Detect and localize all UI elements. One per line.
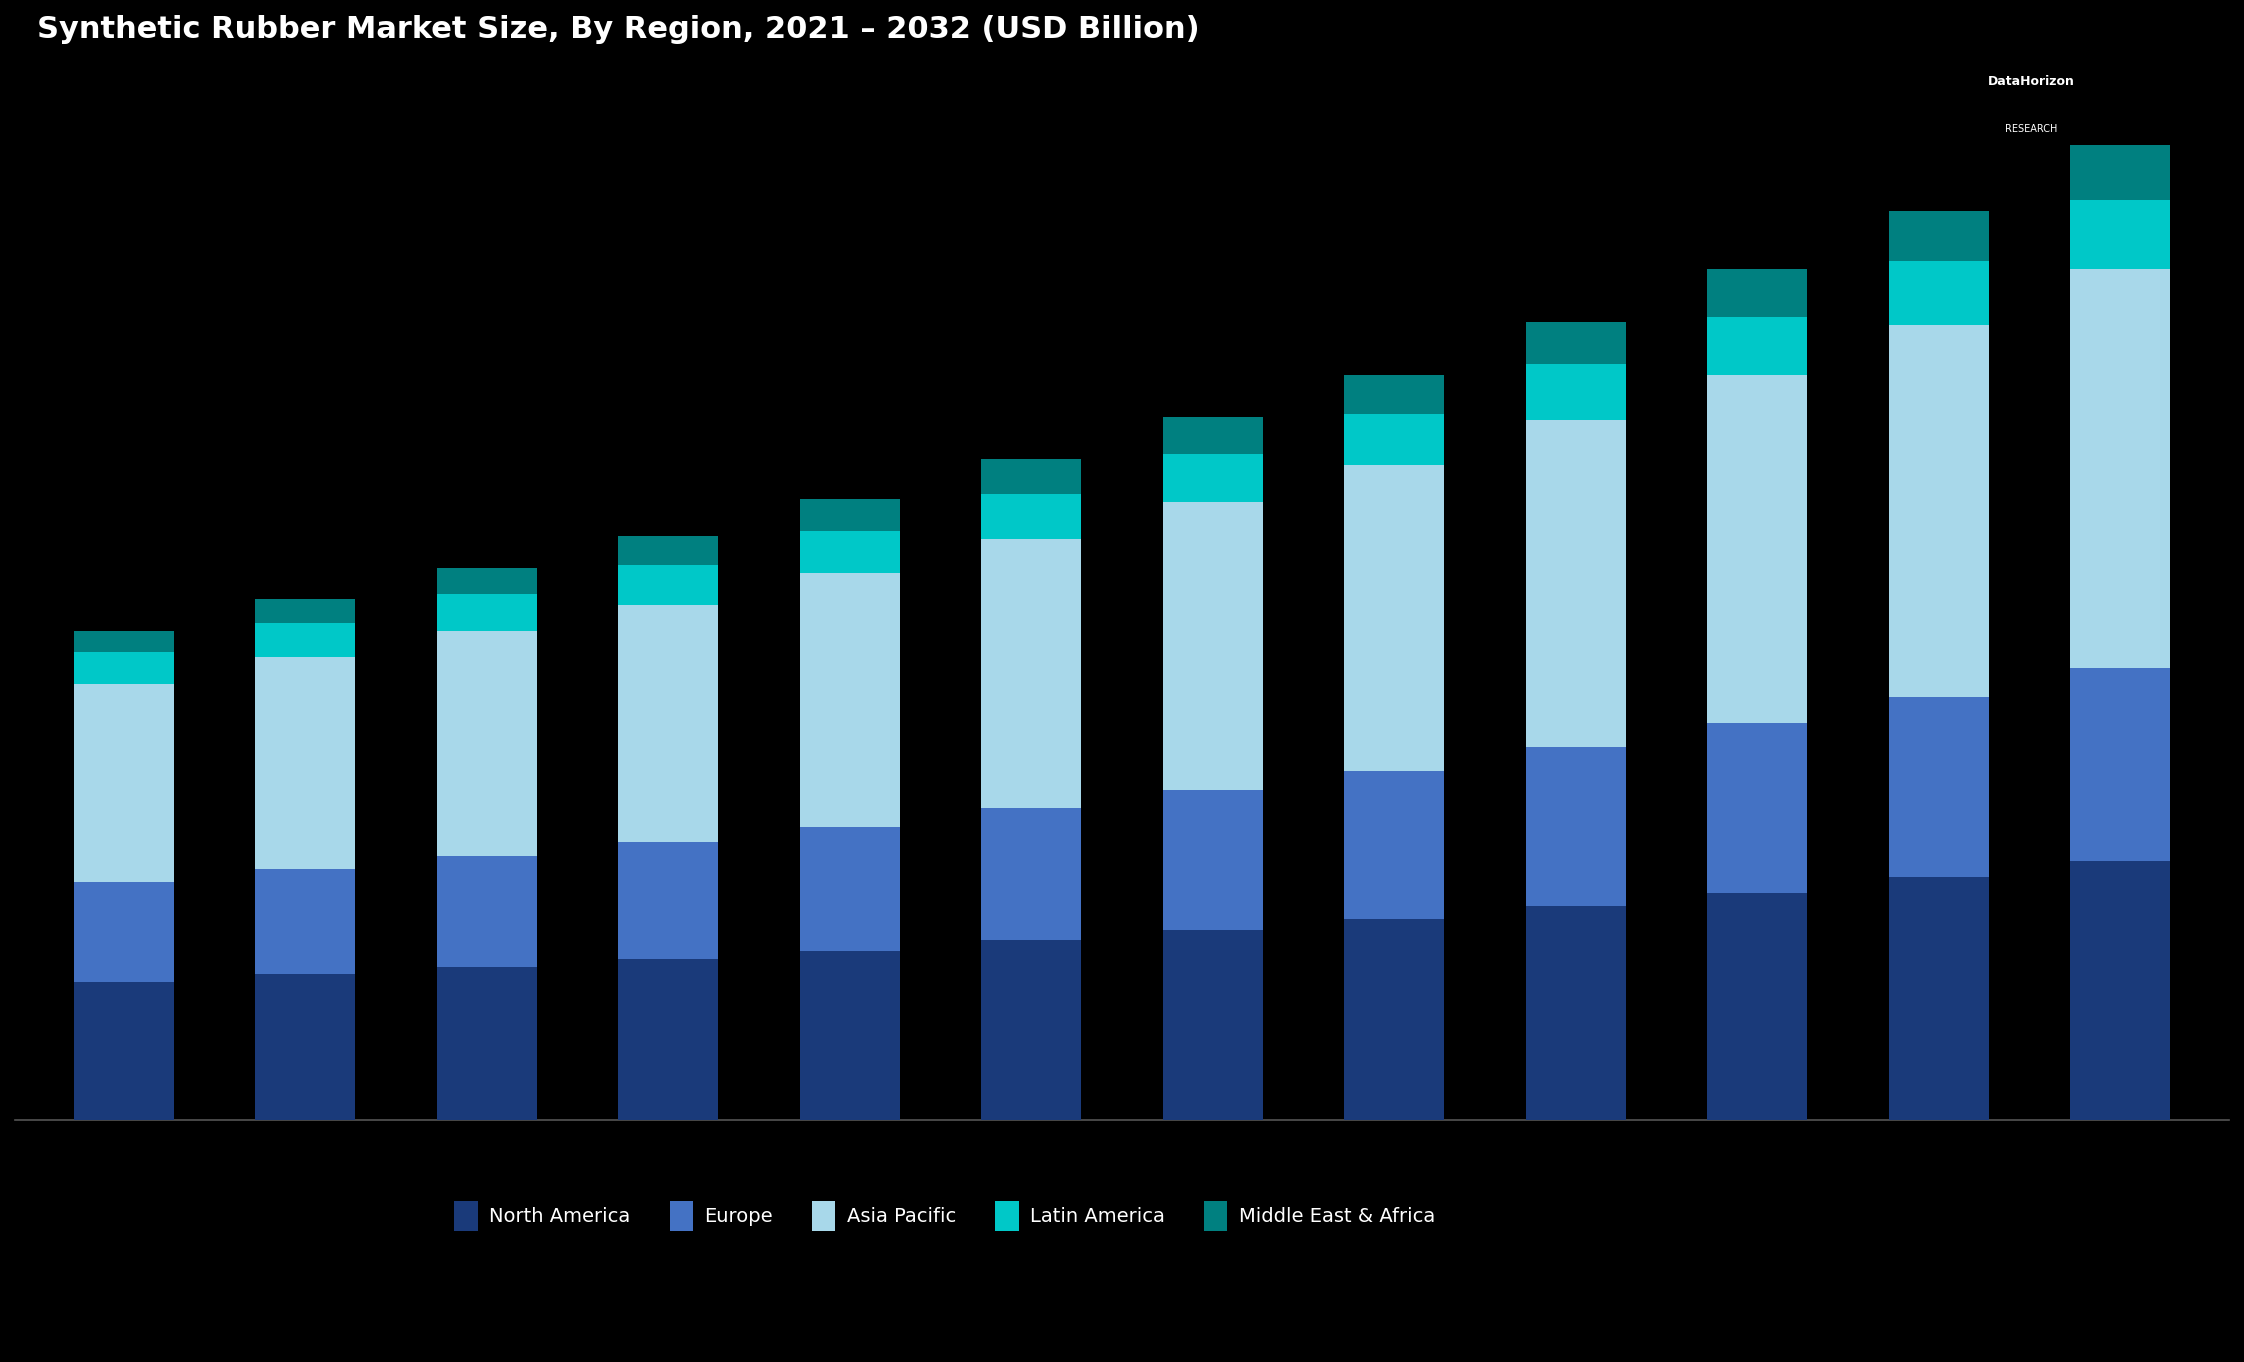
Bar [1162,454,1263,501]
Text: Synthetic Rubber Market Size, By Region, 2021 – 2032 (USD Billion): Synthetic Rubber Market Size, By Region,… [38,15,1201,44]
Bar [438,967,536,1120]
Bar [799,573,900,827]
Bar [619,842,718,959]
Text: DataHorizon: DataHorizon [1988,75,2073,89]
Bar [1526,321,1625,364]
Bar [256,974,355,1120]
Bar [981,538,1082,808]
Bar [1526,906,1625,1120]
Bar [256,622,355,658]
Bar [1889,877,1988,1120]
Bar [438,631,536,855]
Bar [2071,144,2170,200]
Bar [438,594,536,631]
Bar [1708,723,1806,892]
Bar [1344,771,1445,919]
Bar [1344,414,1445,464]
Bar [2071,270,2170,667]
Bar [799,951,900,1120]
Bar [981,493,1082,538]
Bar [1889,697,1988,877]
Bar [1708,892,1806,1120]
Bar [981,808,1082,940]
Bar [1162,790,1263,930]
Bar [74,684,173,883]
Bar [1889,262,1988,324]
Bar [256,869,355,974]
Bar [256,599,355,622]
Bar [1162,501,1263,790]
Bar [438,855,536,967]
Bar [74,631,173,652]
Bar [799,827,900,951]
Bar [74,982,173,1120]
Bar [1889,324,1988,697]
Bar [619,535,718,565]
Bar [619,605,718,842]
Bar [1889,211,1988,262]
Bar [799,531,900,573]
Bar [1708,270,1806,316]
Bar [2071,200,2170,270]
Bar [619,959,718,1120]
Bar [1344,464,1445,771]
Bar [1162,930,1263,1120]
Bar [981,940,1082,1120]
Bar [74,883,173,982]
Bar [74,652,173,684]
Bar [981,459,1082,493]
Bar [619,565,718,605]
Text: RESEARCH: RESEARCH [2004,124,2058,135]
Bar [1162,417,1263,454]
Bar [2071,667,2170,861]
Bar [256,658,355,869]
Bar [2071,861,2170,1120]
Bar [799,498,900,531]
Bar [1526,419,1625,748]
Bar [1344,375,1445,414]
Legend: North America, Europe, Asia Pacific, Latin America, Middle East & Africa: North America, Europe, Asia Pacific, Lat… [447,1193,1443,1238]
Bar [1708,316,1806,375]
Bar [1526,364,1625,419]
Bar [438,568,536,594]
Bar [1344,919,1445,1120]
Bar [1708,375,1806,723]
Bar [1526,748,1625,906]
